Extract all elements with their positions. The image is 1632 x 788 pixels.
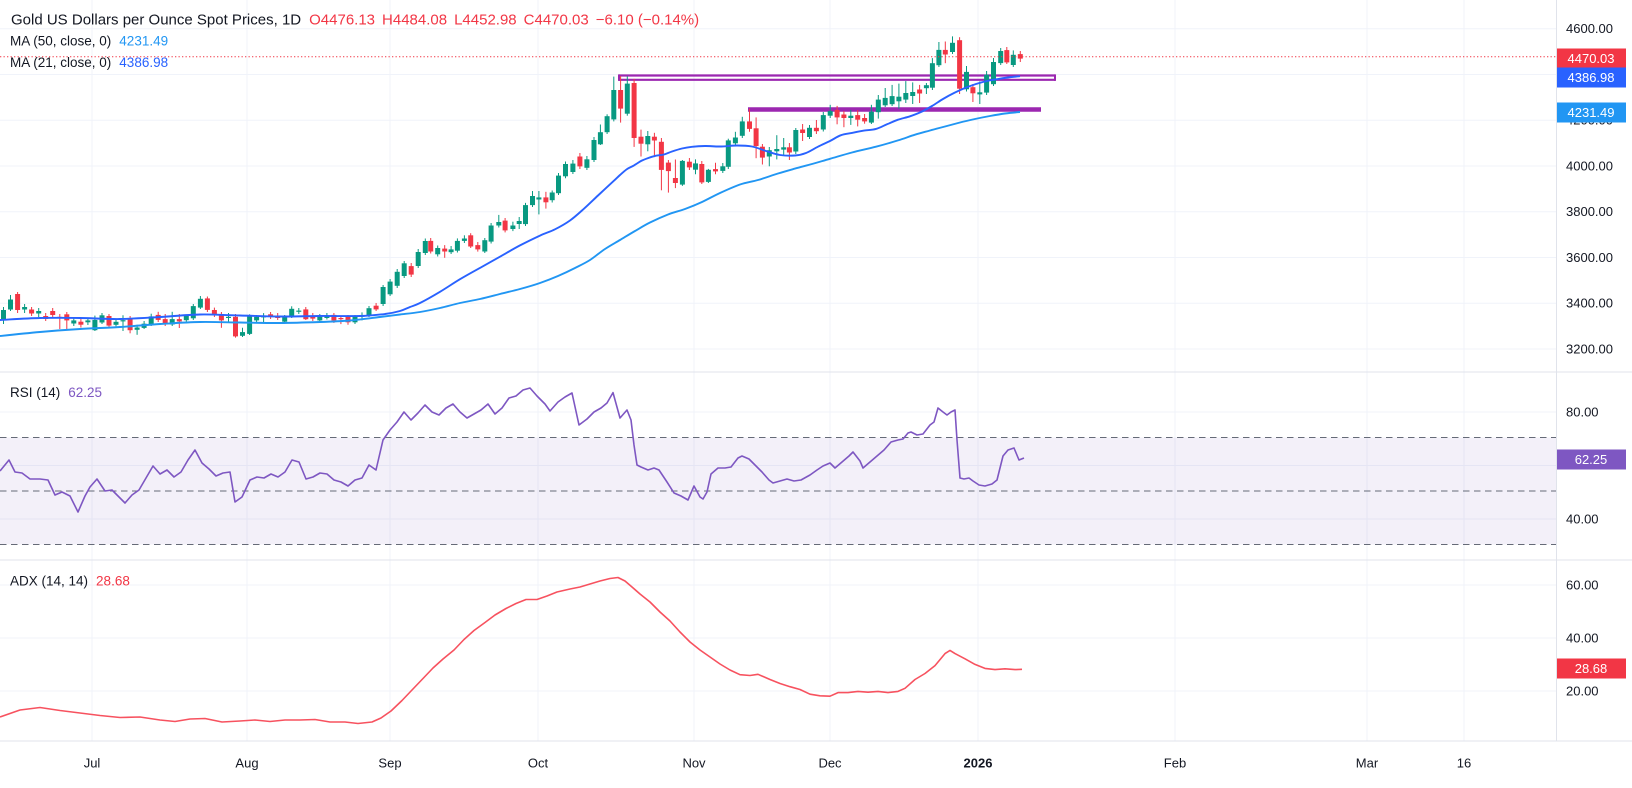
- svg-text:ADX (14, 14)28.68: ADX (14, 14) 28.68: [10, 574, 130, 589]
- svg-text:4000.00: 4000.00: [1566, 158, 1613, 173]
- svg-text:62.25: 62.25: [1575, 452, 1608, 467]
- svg-text:Oct: Oct: [528, 756, 549, 771]
- svg-text:Mar: Mar: [1356, 756, 1379, 771]
- svg-text:20.00: 20.00: [1566, 683, 1599, 698]
- svg-text:60.00: 60.00: [1566, 577, 1599, 592]
- svg-text:Feb: Feb: [1164, 756, 1186, 771]
- svg-text:4231.49: 4231.49: [1568, 105, 1615, 120]
- svg-text:4386.98: 4386.98: [1568, 70, 1615, 85]
- svg-text:Gold US Dollars per Ounce Spot: Gold US Dollars per Ounce Spot Prices, 1…: [11, 12, 699, 29]
- svg-text:2026: 2026: [964, 756, 993, 771]
- svg-text:Aug: Aug: [235, 756, 258, 771]
- svg-text:3400.00: 3400.00: [1566, 296, 1613, 311]
- svg-text:3600.00: 3600.00: [1566, 250, 1613, 265]
- svg-text:Sep: Sep: [378, 756, 401, 771]
- svg-text:Nov: Nov: [682, 756, 706, 771]
- svg-text:Dec: Dec: [818, 756, 842, 771]
- svg-text:4600.00: 4600.00: [1566, 21, 1613, 36]
- svg-text:40.00: 40.00: [1566, 630, 1599, 645]
- svg-text:MA (50, close, 0)4231.49: MA (50, close, 0) 4231.49: [10, 34, 168, 49]
- svg-text:4470.03: 4470.03: [1568, 51, 1615, 66]
- svg-text:3800.00: 3800.00: [1566, 204, 1613, 219]
- svg-text:MA (21, close, 0)4386.98: MA (21, close, 0) 4386.98: [10, 55, 168, 70]
- svg-text:Jul: Jul: [84, 756, 101, 771]
- svg-text:RSI (14)62.25: RSI (14) 62.25: [10, 385, 102, 400]
- svg-text:40.00: 40.00: [1566, 511, 1599, 526]
- svg-text:3200.00: 3200.00: [1566, 341, 1613, 356]
- svg-text:16: 16: [1457, 756, 1471, 771]
- svg-text:80.00: 80.00: [1566, 404, 1599, 419]
- svg-text:28.68: 28.68: [1575, 661, 1608, 676]
